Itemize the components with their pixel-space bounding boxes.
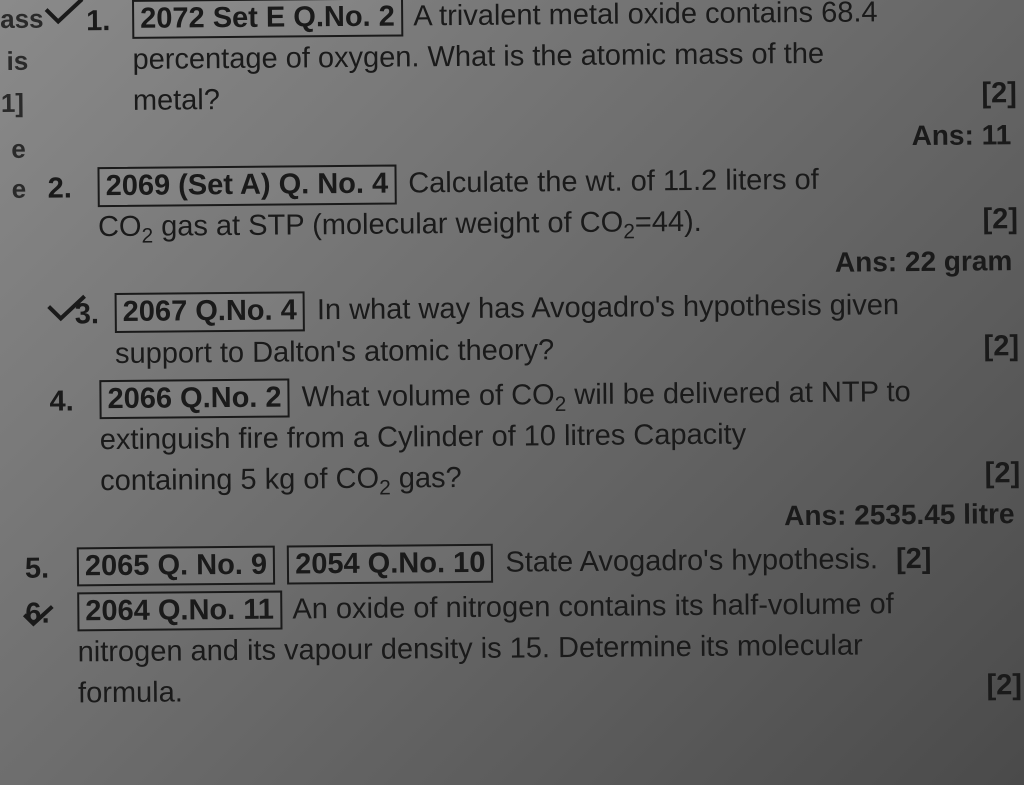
marks-label: [2] bbox=[985, 453, 1021, 494]
question-text: State Avogadro's hypothesis. bbox=[505, 543, 878, 578]
question-text: CO2 gas at STP (molecular weight of CO2=… bbox=[98, 206, 702, 243]
question-text: percentage of oxygen. What is the atomic… bbox=[132, 38, 824, 76]
margin-text: is bbox=[6, 46, 28, 77]
margin-text: e bbox=[12, 174, 27, 205]
question-number: 4. bbox=[49, 381, 93, 423]
question-text: containing 5 kg of CO2 gas? bbox=[100, 462, 462, 497]
exam-reference-box: 2065 Q. No. 9 bbox=[77, 546, 275, 587]
question-text: A trivalent metal oxide contains 68.4 bbox=[413, 0, 878, 32]
question-text: Calculate the wt. of 11.2 liters of bbox=[408, 164, 819, 200]
answer-label: Ans: 11 bbox=[47, 115, 1011, 163]
question-text: What volume of CO2 will be delivered at … bbox=[301, 376, 910, 413]
question-text: In what way has Avogadro's hypothesis gi… bbox=[317, 290, 899, 327]
answer-label: Ans: 22 gram bbox=[48, 241, 1012, 289]
margin-text: ass bbox=[0, 4, 44, 35]
exam-reference-box: 2054 Q.No. 10 bbox=[287, 544, 494, 585]
question-number: 1. bbox=[86, 1, 130, 43]
marks-label: [2] bbox=[983, 326, 1019, 367]
question-2: 2. 2069 (Set A) Q. No. 4 Calculate the w… bbox=[47, 158, 1018, 289]
answer-label: Ans: 2535.45 litre bbox=[50, 494, 1014, 542]
left-margin-cut-text: ass is 1] e e bbox=[0, 0, 47, 785]
question-6: 6. 2064 Q.No. 11 An oxide of nitrogen co… bbox=[51, 583, 1022, 715]
margin-text: e bbox=[11, 134, 26, 165]
question-3: 3. 2067 Q.No. 4 In what way has Avogadro… bbox=[49, 284, 1020, 375]
marks-label: [2] bbox=[982, 200, 1018, 241]
question-list: 1. 2072 Set E Q.No. 2 A trivalent metal … bbox=[46, 0, 1022, 719]
question-number: 2. bbox=[47, 168, 91, 210]
question-text: support to Dalton's atomic theory? bbox=[115, 334, 554, 370]
marks-label: [2] bbox=[986, 666, 1022, 707]
question-text: extinguish fire from a Cylinder of 10 li… bbox=[100, 418, 747, 456]
question-text: metal? bbox=[133, 84, 220, 117]
question-number: 6. bbox=[25, 594, 69, 636]
question-text: nitrogen and its vapour density is 15. D… bbox=[78, 630, 863, 669]
marks-label: [2] bbox=[981, 73, 1017, 114]
question-number: 5. bbox=[25, 548, 69, 590]
scanned-page: ass is 1] e e 1. 2072 Set E Q.No. 2 A tr… bbox=[0, 0, 1024, 785]
exam-reference-box: 2064 Q.No. 11 bbox=[77, 591, 282, 632]
exam-reference-box: 2072 Set E Q.No. 2 bbox=[132, 0, 403, 39]
exam-reference-box: 2069 (Set A) Q. No. 4 bbox=[97, 165, 396, 207]
question-text: formula. bbox=[78, 677, 183, 710]
checkmark-icon bbox=[42, 0, 86, 42]
exam-reference-box: 2066 Q.No. 2 bbox=[99, 378, 289, 419]
question-text: An oxide of nitrogen contains its half-v… bbox=[292, 588, 894, 625]
marks-label: [2] bbox=[896, 543, 932, 575]
question-5: 5. 2065 Q. No. 9 2054 Q.No. 10 State Avo… bbox=[51, 538, 1021, 588]
question-1: 1. 2072 Set E Q.No. 2 A trivalent metal … bbox=[46, 0, 1017, 163]
question-number: 3. bbox=[75, 294, 119, 336]
exam-reference-box: 2067 Q.No. 4 bbox=[115, 292, 305, 333]
question-4: 4. 2066 Q.No. 2 What volume of CO2 will … bbox=[49, 371, 1020, 543]
margin-text: 1] bbox=[1, 88, 24, 119]
